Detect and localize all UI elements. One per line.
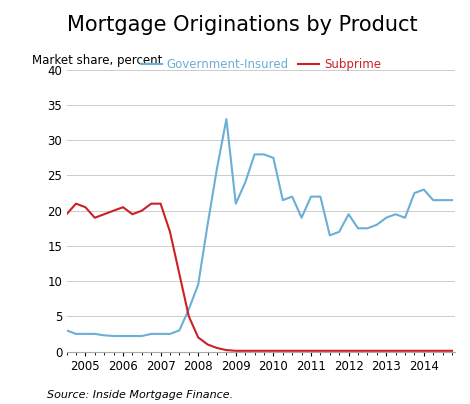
Legend: Government-Insured, Subprime: Government-Insured, Subprime bbox=[136, 53, 386, 76]
Subprime bbox=[384, 348, 389, 353]
Government-Insured bbox=[440, 198, 446, 202]
Government-Insured bbox=[214, 166, 220, 171]
Subprime bbox=[402, 348, 408, 353]
Subprime bbox=[158, 201, 164, 206]
Government-Insured bbox=[299, 215, 305, 220]
Text: Market share, percent: Market share, percent bbox=[31, 54, 162, 67]
Government-Insured bbox=[158, 331, 164, 336]
Subprime bbox=[421, 348, 427, 353]
Subprime bbox=[214, 345, 220, 350]
Government-Insured bbox=[130, 334, 135, 339]
Government-Insured bbox=[271, 156, 276, 160]
Government-Insured bbox=[261, 152, 267, 157]
Government-Insured bbox=[83, 331, 88, 336]
Subprime bbox=[290, 348, 295, 353]
Subprime bbox=[280, 348, 286, 353]
Government-Insured bbox=[355, 226, 361, 231]
Subprime bbox=[83, 205, 88, 210]
Subprime bbox=[233, 348, 239, 353]
Subprime bbox=[318, 348, 323, 353]
Subprime bbox=[299, 348, 305, 353]
Subprime bbox=[196, 335, 201, 340]
Government-Insured bbox=[186, 307, 192, 312]
Government-Insured bbox=[280, 198, 286, 202]
Subprime bbox=[374, 348, 380, 353]
Subprime bbox=[355, 348, 361, 353]
Subprime bbox=[252, 348, 258, 353]
Government-Insured bbox=[243, 180, 248, 185]
Government-Insured bbox=[337, 229, 342, 234]
Subprime bbox=[308, 348, 314, 353]
Government-Insured bbox=[412, 191, 417, 196]
Subprime bbox=[177, 271, 182, 276]
Government-Insured bbox=[374, 222, 380, 227]
Subprime bbox=[139, 208, 145, 213]
Government-Insured bbox=[149, 331, 154, 336]
Line: Government-Insured: Government-Insured bbox=[67, 119, 452, 336]
Subprime bbox=[149, 201, 154, 206]
Subprime bbox=[440, 348, 446, 353]
Subprime bbox=[327, 348, 333, 353]
Subprime bbox=[243, 348, 248, 353]
Line: Subprime: Subprime bbox=[67, 204, 452, 351]
Subprime bbox=[102, 212, 107, 217]
Subprime bbox=[111, 208, 117, 213]
Government-Insured bbox=[318, 194, 323, 199]
Government-Insured bbox=[167, 331, 173, 336]
Text: Mortgage Originations by Product: Mortgage Originations by Product bbox=[67, 15, 417, 35]
Subprime bbox=[92, 215, 98, 220]
Government-Insured bbox=[384, 215, 389, 220]
Government-Insured bbox=[102, 333, 107, 338]
Government-Insured bbox=[120, 334, 126, 339]
Government-Insured bbox=[431, 198, 436, 202]
Government-Insured bbox=[73, 331, 79, 336]
Subprime bbox=[431, 348, 436, 353]
Subprime bbox=[412, 348, 417, 353]
Subprime bbox=[261, 348, 267, 353]
Government-Insured bbox=[327, 233, 333, 238]
Government-Insured bbox=[252, 152, 258, 157]
Government-Insured bbox=[449, 198, 455, 202]
Government-Insured bbox=[177, 328, 182, 333]
Government-Insured bbox=[365, 226, 370, 231]
Subprime bbox=[130, 212, 135, 217]
Subprime bbox=[346, 348, 352, 353]
Government-Insured bbox=[233, 201, 239, 206]
Subprime bbox=[73, 201, 79, 206]
Government-Insured bbox=[402, 215, 408, 220]
Government-Insured bbox=[139, 334, 145, 339]
Subprime bbox=[120, 205, 126, 210]
Subprime bbox=[224, 348, 229, 353]
Subprime bbox=[186, 314, 192, 319]
Text: Source: Inside Mortgage Finance.: Source: Inside Mortgage Finance. bbox=[47, 390, 233, 400]
Government-Insured bbox=[64, 328, 70, 333]
Subprime bbox=[449, 348, 455, 353]
Government-Insured bbox=[308, 194, 314, 199]
Government-Insured bbox=[224, 117, 229, 122]
Government-Insured bbox=[92, 331, 98, 336]
Government-Insured bbox=[196, 282, 201, 287]
Subprime bbox=[393, 348, 399, 353]
Subprime bbox=[167, 229, 173, 234]
Government-Insured bbox=[290, 194, 295, 199]
Subprime bbox=[337, 348, 342, 353]
Government-Insured bbox=[346, 212, 352, 217]
Subprime bbox=[271, 348, 276, 353]
Government-Insured bbox=[421, 187, 427, 192]
Subprime bbox=[64, 212, 70, 217]
Subprime bbox=[205, 342, 211, 347]
Government-Insured bbox=[205, 222, 211, 227]
Subprime bbox=[365, 348, 370, 353]
Government-Insured bbox=[111, 334, 117, 339]
Government-Insured bbox=[393, 212, 399, 217]
